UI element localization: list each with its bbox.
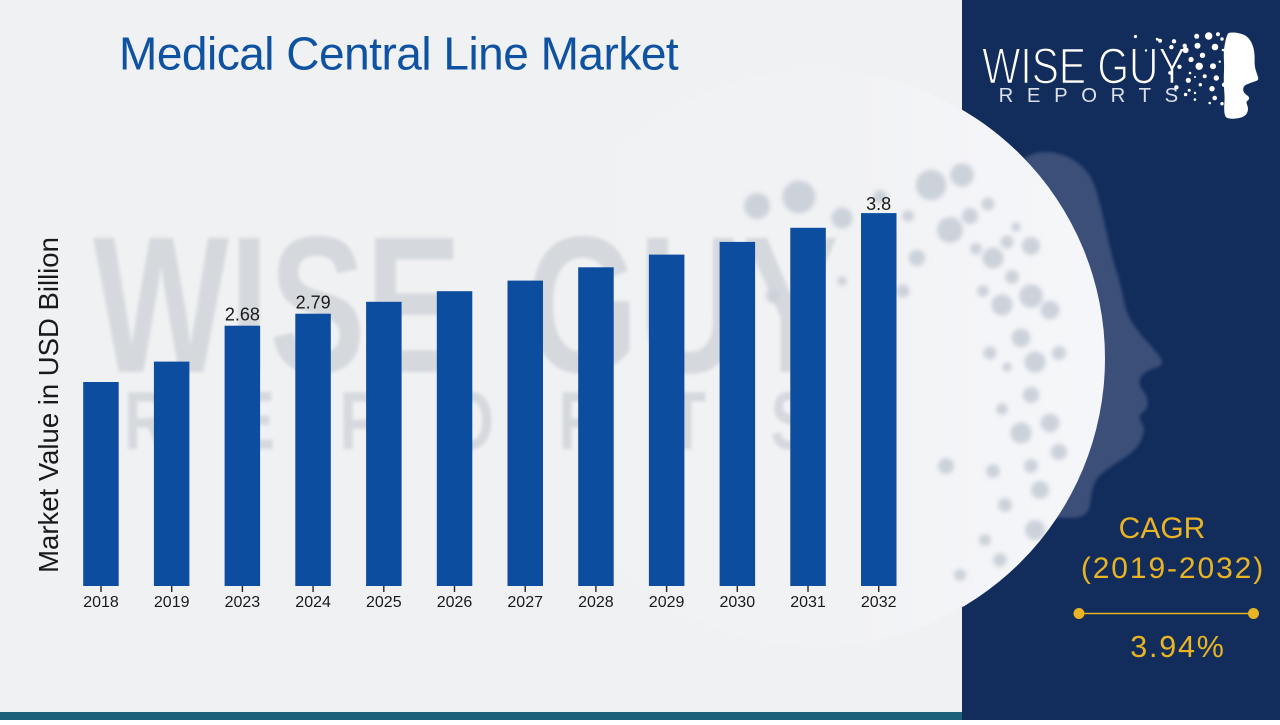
svg-text:2032: 2032 (861, 594, 897, 611)
svg-text:2023: 2023 (225, 594, 261, 611)
svg-text:2027: 2027 (507, 594, 543, 611)
svg-text:Market Value in USD Billion: Market Value in USD Billion (33, 237, 64, 573)
svg-text:2029: 2029 (649, 594, 685, 611)
svg-text:2019: 2019 (154, 594, 190, 611)
svg-text:2028: 2028 (578, 594, 614, 611)
svg-text:2025: 2025 (366, 594, 402, 611)
svg-text:3.8: 3.8 (866, 194, 891, 214)
svg-text:2030: 2030 (720, 594, 756, 611)
svg-text:3.94%: 3.94% (1130, 630, 1225, 664)
svg-text:2024: 2024 (295, 594, 331, 611)
svg-text:(2019-2032): (2019-2032) (1081, 552, 1265, 585)
svg-text:2.79: 2.79 (296, 293, 331, 313)
svg-text:2.68: 2.68 (225, 305, 260, 325)
svg-text:2026: 2026 (437, 594, 473, 611)
svg-text:Medical Central Line Market: Medical Central Line Market (119, 28, 679, 80)
svg-text:2018: 2018 (83, 594, 119, 611)
svg-text:2031: 2031 (790, 594, 826, 611)
svg-text:CAGR: CAGR (1119, 512, 1206, 545)
